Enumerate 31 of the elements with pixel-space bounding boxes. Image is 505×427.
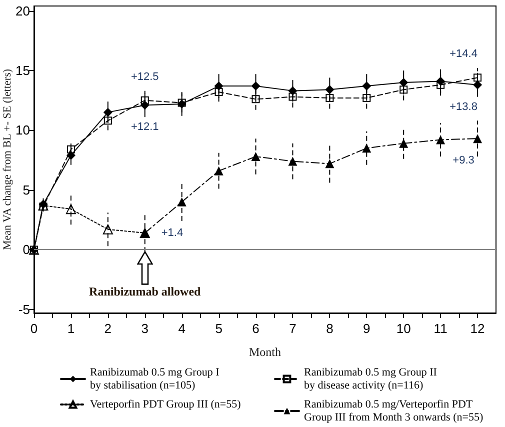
y-tick-label: 0 bbox=[22, 242, 30, 258]
x-tick-label: 4 bbox=[178, 321, 186, 336]
data-label: +9.3 bbox=[452, 154, 474, 167]
x-axis-title: Month bbox=[248, 345, 282, 359]
y-tick-label: 15 bbox=[16, 63, 30, 78]
x-tick-label: 2 bbox=[104, 321, 112, 336]
y-tick-label: -5 bbox=[18, 302, 30, 317]
x-tick-label: 10 bbox=[396, 321, 411, 336]
data-label: +13.8 bbox=[450, 100, 478, 113]
y-tick-label: 5 bbox=[22, 182, 30, 198]
legend-label: Verteporfin PDT Group III (n=55) bbox=[90, 398, 242, 410]
data-label: +12.5 bbox=[130, 70, 159, 83]
x-tick-label: 3 bbox=[141, 321, 148, 336]
x-tick-label: 1 bbox=[67, 321, 75, 336]
x-tick-label: 7 bbox=[289, 321, 296, 336]
data-label: +1.4 bbox=[161, 226, 184, 239]
x-tick-label: 8 bbox=[326, 321, 334, 336]
y-tick-label: 20 bbox=[16, 3, 30, 18]
legend-label: Ranibizumab 0.5 mg Group II by disease activity (n=116) bbox=[304, 366, 438, 392]
x-tick-label: 9 bbox=[363, 321, 370, 336]
x-tick-label: 12 bbox=[470, 321, 485, 336]
y-tick-label: 10 bbox=[16, 122, 30, 138]
legend-label: Ranibizumab 0.5 mg/Verteporfin PDT Group III from Month 3 onwards (n=55) bbox=[304, 398, 484, 424]
annotation: Ranibizumab allowed bbox=[89, 284, 202, 299]
x-tick-label: 5 bbox=[215, 321, 222, 336]
y-axis-title: Mean VA change from BL +- SE (letters) bbox=[2, 68, 14, 250]
data-label: +12.1 bbox=[130, 121, 159, 134]
x-tick-label: 11 bbox=[434, 321, 448, 336]
x-tick-label: 6 bbox=[252, 321, 260, 336]
data-label: +14.4 bbox=[450, 48, 478, 60]
legend-label: Ranibizumab 0.5 mg Group I by stabilisation (n=105) bbox=[90, 366, 220, 392]
